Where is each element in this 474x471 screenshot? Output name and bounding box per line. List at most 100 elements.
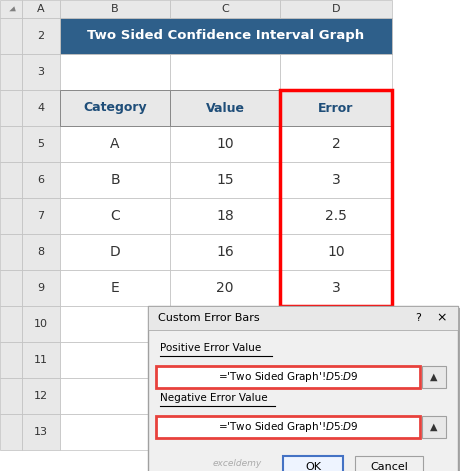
Text: 2: 2 <box>37 31 45 41</box>
Text: 13: 13 <box>34 427 48 437</box>
Bar <box>170 90 280 126</box>
Bar <box>22 126 60 162</box>
Bar <box>60 18 170 54</box>
Text: Custom Error Bars: Custom Error Bars <box>158 313 260 323</box>
Bar <box>60 90 170 126</box>
Text: D: D <box>332 4 340 14</box>
Text: ▲: ▲ <box>430 372 438 382</box>
Bar <box>170 306 280 342</box>
Text: Positive Error Value: Positive Error Value <box>160 343 261 353</box>
Bar <box>0 306 22 342</box>
Text: ='Two Sided Graph'!$D$5:$D$9: ='Two Sided Graph'!$D$5:$D$9 <box>218 420 358 434</box>
Text: ×: × <box>437 311 447 325</box>
Text: 11: 11 <box>34 355 48 365</box>
Bar <box>22 414 60 450</box>
Bar <box>22 234 60 270</box>
Bar <box>0 342 22 378</box>
Bar <box>170 162 280 198</box>
Bar <box>0 54 22 90</box>
Bar <box>280 306 392 342</box>
Text: Value: Value <box>206 101 245 114</box>
Text: D: D <box>109 245 120 259</box>
Bar <box>0 162 22 198</box>
Text: 10: 10 <box>34 319 48 329</box>
Bar <box>0 270 22 306</box>
Bar <box>22 270 60 306</box>
Text: B: B <box>110 173 120 187</box>
Bar <box>280 342 392 378</box>
Bar <box>150 308 460 471</box>
Bar <box>280 90 392 126</box>
Text: E: E <box>110 281 119 295</box>
Bar <box>60 126 170 162</box>
Bar <box>60 198 170 234</box>
Text: 9: 9 <box>37 283 45 293</box>
Bar <box>60 0 170 18</box>
Bar <box>22 198 60 234</box>
Bar <box>280 414 392 450</box>
Text: Two Sided Confidence Interval Graph: Two Sided Confidence Interval Graph <box>87 30 365 42</box>
Text: 5: 5 <box>37 139 45 149</box>
Text: 2.5: 2.5 <box>325 209 347 223</box>
Bar <box>22 18 60 54</box>
Bar <box>170 126 280 162</box>
Bar <box>170 18 280 54</box>
Bar <box>60 90 170 126</box>
Bar <box>170 378 280 414</box>
Text: 4: 4 <box>37 103 45 113</box>
Bar <box>22 54 60 90</box>
Bar <box>60 378 170 414</box>
Text: A: A <box>110 137 120 151</box>
Bar <box>22 162 60 198</box>
Bar <box>280 234 392 270</box>
Text: 3: 3 <box>332 281 340 295</box>
Bar <box>280 270 392 306</box>
Text: 10: 10 <box>327 245 345 259</box>
Bar <box>280 126 392 162</box>
Bar <box>22 90 60 126</box>
Bar <box>280 198 392 234</box>
Bar <box>280 90 392 306</box>
Text: 3: 3 <box>37 67 45 77</box>
Bar <box>0 234 22 270</box>
Text: exceldemy: exceldemy <box>212 458 262 468</box>
Bar <box>0 0 22 18</box>
Text: C: C <box>221 4 229 14</box>
Text: Error: Error <box>319 101 354 114</box>
Text: C: C <box>110 209 120 223</box>
Bar <box>355 456 423 471</box>
Bar <box>60 342 170 378</box>
Polygon shape <box>9 6 16 11</box>
Text: Negative Error Value: Negative Error Value <box>160 393 268 403</box>
Text: 7: 7 <box>37 211 45 221</box>
Bar <box>22 0 60 18</box>
Text: 16: 16 <box>216 245 234 259</box>
Bar <box>22 306 60 342</box>
Bar <box>422 416 446 438</box>
Bar <box>0 198 22 234</box>
Bar <box>170 270 280 306</box>
Bar <box>60 270 170 306</box>
Text: 8: 8 <box>37 247 45 257</box>
Bar <box>60 54 170 90</box>
Text: 18: 18 <box>216 209 234 223</box>
Text: 6: 6 <box>37 175 45 185</box>
Bar <box>156 416 420 438</box>
Bar <box>170 0 280 18</box>
Bar <box>170 90 280 126</box>
Bar <box>156 366 420 388</box>
Bar <box>0 0 392 450</box>
Bar <box>60 306 170 342</box>
Text: Category: Category <box>83 101 147 114</box>
Bar <box>148 306 458 471</box>
Bar <box>148 306 458 330</box>
Bar <box>0 90 22 126</box>
Bar <box>60 18 392 54</box>
Text: 20: 20 <box>216 281 234 295</box>
Text: ='Two Sided Graph'!$D$5:$D$9: ='Two Sided Graph'!$D$5:$D$9 <box>218 370 358 384</box>
Bar <box>422 366 446 388</box>
Bar <box>170 342 280 378</box>
Bar <box>0 126 22 162</box>
Text: 15: 15 <box>216 173 234 187</box>
Bar <box>280 162 392 198</box>
